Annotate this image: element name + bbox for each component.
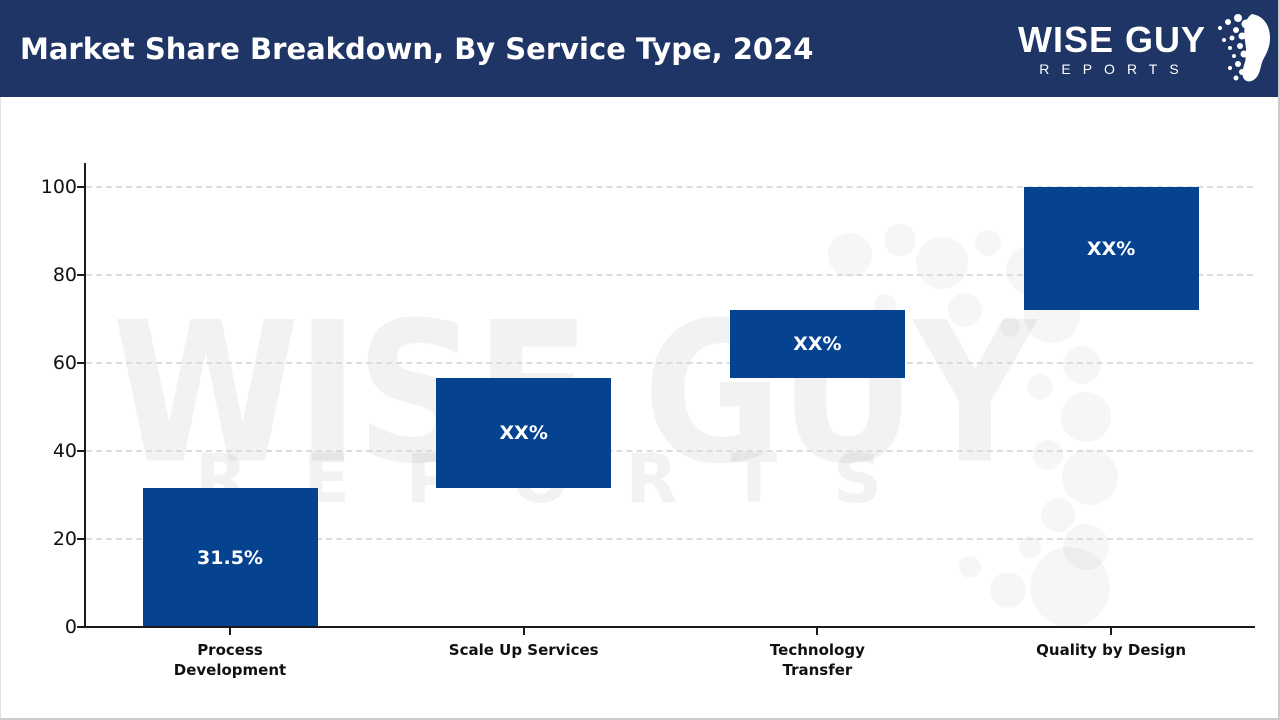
x-tick [229, 628, 231, 635]
y-axis [84, 163, 86, 628]
y-tick [77, 626, 85, 628]
image-border-left [0, 97, 1, 720]
y-tick-label: 100 [40, 176, 77, 198]
bar-segment: 31.5% [142, 488, 318, 627]
image-border-right [1278, 0, 1280, 720]
image-border-bottom [0, 718, 1280, 720]
page-title: Market Share Breakdown, By Service Type,… [20, 32, 814, 66]
gridline [86, 186, 1253, 188]
y-tick [77, 450, 85, 452]
x-category-label: Scale Up Services [448, 641, 599, 659]
y-tick [77, 274, 85, 276]
x-tick [816, 628, 819, 635]
bar-value-label: XX% [499, 422, 548, 445]
logo-brand-text: WISE GUY [1017, 19, 1206, 60]
y-tick-label: 20 [52, 528, 77, 550]
bar-value-label: XX% [1086, 237, 1136, 260]
gridline [86, 274, 1253, 276]
brand-logo: WISE GUY REPORTS [1018, 5, 1272, 93]
y-tick-label: 80 [52, 264, 77, 286]
bar-value-label: 31.5% [197, 546, 263, 569]
y-tick-label: 60 [52, 352, 77, 374]
bar-segment: XX% [1023, 187, 1199, 311]
x-tick [1110, 628, 1113, 635]
y-tick [77, 362, 85, 364]
y-tick [77, 186, 85, 188]
bar-segment: XX% [729, 310, 905, 379]
bar-value-label: XX% [793, 333, 842, 356]
y-tick-label: 0 [64, 616, 77, 638]
header-bar: Market Share Breakdown, By Service Type,… [0, 0, 1280, 97]
y-tick [77, 538, 85, 540]
x-category-label: Process Development [173, 641, 287, 680]
x-category-label: Quality by Design [1036, 641, 1187, 659]
gridline [86, 450, 1253, 452]
x-axis [84, 626, 1255, 628]
gridline [86, 362, 1253, 364]
logo-face-icon [1218, 14, 1270, 82]
x-tick [522, 628, 525, 635]
y-tick-label: 40 [52, 440, 77, 462]
logo-sub-text: REPORTS [1039, 61, 1191, 77]
x-category-label: Technology Transfer [769, 641, 865, 680]
bar-segment: XX% [436, 378, 612, 489]
gridline [86, 538, 1253, 540]
logo-text: WISE GUY REPORTS [1017, 19, 1206, 77]
chart-area: WISE GUY REPORTS 02040608010031.5%Proces… [0, 97, 1280, 718]
